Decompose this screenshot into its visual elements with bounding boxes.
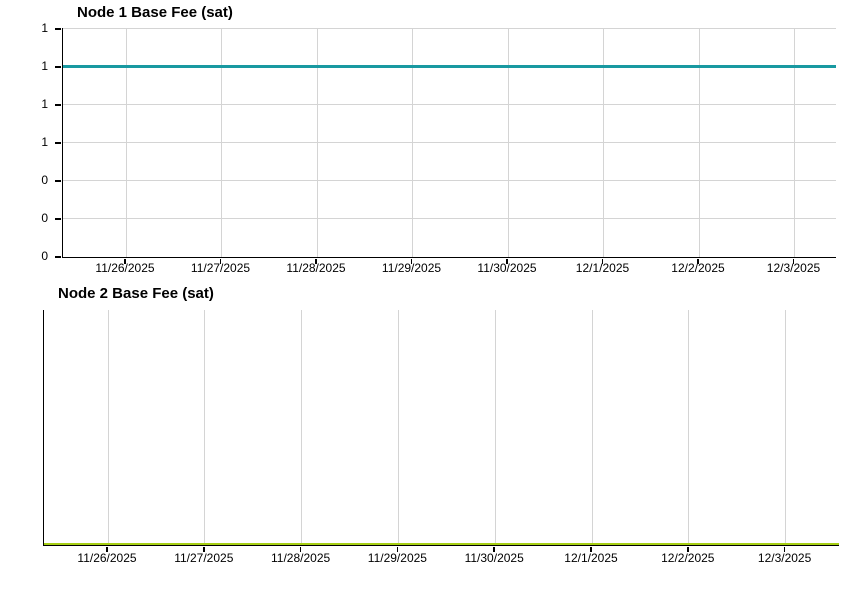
vertical-gridline bbox=[397, 310, 399, 545]
x-axis-tick-mark bbox=[203, 546, 205, 552]
y-axis-value-label: 0 bbox=[41, 211, 48, 225]
x-axis-tick-mark bbox=[124, 258, 126, 264]
x-axis-date-label: 11/26/2025 bbox=[95, 261, 155, 275]
x-axis-date-label: 11/27/2025 bbox=[190, 261, 251, 275]
y-axis-value-label: 1 bbox=[41, 21, 48, 35]
chart-title-node1: Node 1 Base Fee (sat) bbox=[77, 4, 233, 21]
horizontal-gridline bbox=[63, 218, 836, 219]
y-axis-tick-mark bbox=[54, 218, 61, 220]
vertical-gridline bbox=[785, 310, 787, 545]
x-axis-tick-mark bbox=[410, 258, 413, 264]
y-axis-tick-mark bbox=[54, 28, 61, 30]
series-line-node-2-base-fee bbox=[44, 543, 839, 545]
horizontal-gridline bbox=[63, 28, 836, 29]
x-axis-tick-mark bbox=[792, 258, 795, 264]
x-axis-tick-mark bbox=[590, 546, 592, 552]
x-axis-date-label: 12/3/2025 bbox=[757, 551, 812, 565]
y-axis-tick-mark bbox=[54, 104, 61, 106]
vertical-gridline bbox=[107, 310, 109, 545]
x-axis-tick-mark bbox=[506, 258, 508, 264]
y-axis-value-label: 1 bbox=[41, 59, 48, 73]
y-axis-tick-mark bbox=[54, 66, 61, 68]
x-axis-tick-mark bbox=[783, 546, 786, 552]
x-axis-date-label: 12/1/2025 bbox=[564, 551, 618, 565]
x-axis-tick-mark bbox=[396, 546, 399, 552]
y-axis-tick-mark bbox=[54, 180, 61, 182]
y-axis-value-label: 0 bbox=[41, 173, 48, 187]
x-axis-date-label: 12/3/2025 bbox=[766, 261, 821, 275]
x-axis-date-label: 11/28/2025 bbox=[286, 261, 346, 275]
y-axis-tick-mark bbox=[54, 256, 61, 258]
x-axis-date-label: 11/27/2025 bbox=[174, 551, 234, 565]
x-axis-date-label: 11/29/2025 bbox=[367, 551, 427, 565]
series-line-node-1-base-fee bbox=[63, 64, 836, 68]
chart-title-node2: Node 2 Base Fee (sat) bbox=[58, 285, 214, 302]
x-axis-date-label: 11/26/2025 bbox=[77, 551, 137, 565]
x-axis-tick-mark bbox=[219, 258, 222, 264]
plot-area-node1 bbox=[62, 28, 836, 258]
y-axis-value-label: 0 bbox=[41, 249, 48, 263]
vertical-gridline bbox=[204, 310, 206, 545]
x-axis-tick-mark bbox=[687, 546, 689, 552]
x-axis-tick-mark bbox=[493, 546, 495, 552]
vertical-gridline bbox=[688, 310, 690, 545]
y-axis-tick-mark bbox=[54, 142, 61, 144]
x-axis-date-label: 12/2/2025 bbox=[661, 551, 715, 565]
horizontal-gridline bbox=[63, 180, 836, 181]
y-axis-value-label: 1 bbox=[41, 97, 48, 111]
x-axis-tick-mark bbox=[299, 546, 302, 552]
x-axis-tick-mark bbox=[601, 258, 604, 264]
x-axis-tick-mark bbox=[106, 546, 108, 552]
y-axis-value-label: 1 bbox=[41, 135, 48, 149]
horizontal-gridline bbox=[63, 142, 836, 143]
plot-area-node2 bbox=[43, 310, 839, 546]
x-axis-date-label: 11/30/2025 bbox=[477, 261, 537, 275]
x-axis-date-label: 12/2/2025 bbox=[671, 261, 725, 275]
x-axis-tick-mark bbox=[697, 258, 699, 264]
horizontal-gridline bbox=[63, 104, 836, 105]
x-axis-tick-mark bbox=[315, 258, 317, 264]
x-axis-date-label: 11/30/2025 bbox=[464, 551, 524, 565]
vertical-gridline bbox=[301, 310, 303, 545]
x-axis-date-label: 11/28/2025 bbox=[271, 551, 331, 565]
x-axis-date-label: 12/1/2025 bbox=[575, 261, 630, 275]
x-axis-date-label: 11/29/2025 bbox=[381, 261, 442, 275]
vertical-gridline bbox=[591, 310, 593, 545]
vertical-gridline bbox=[494, 310, 496, 545]
